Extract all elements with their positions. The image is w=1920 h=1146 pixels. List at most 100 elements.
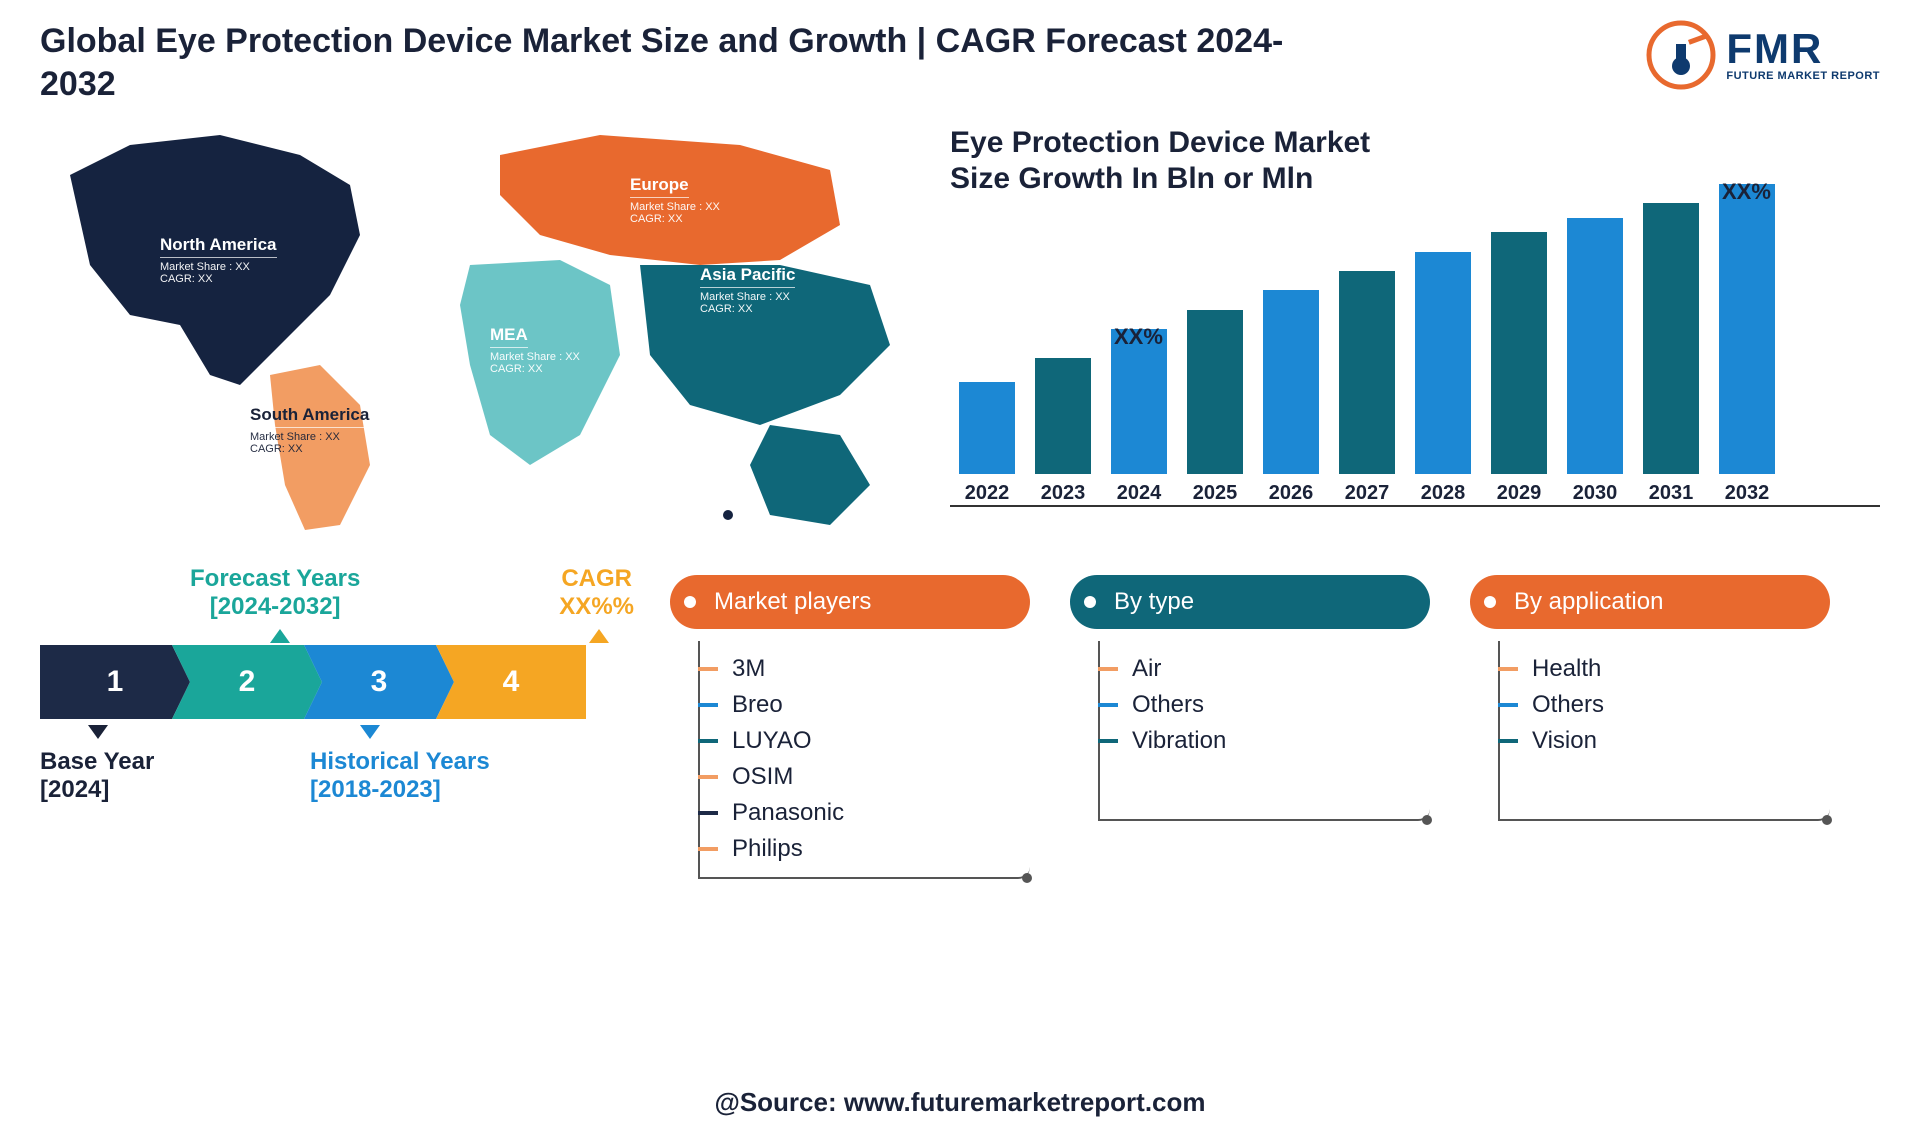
tick-icon [1098, 703, 1118, 707]
logo-subtitle: FUTURE MARKET REPORT [1726, 70, 1880, 82]
category-market-players: Market players 3M Breo LUYAOOSIMPanasonic Ph… [670, 575, 1030, 879]
region-share: Market Share : XX [160, 261, 277, 273]
item-label: Breo [732, 691, 783, 719]
bar-year-label: 2026 [1269, 482, 1314, 505]
bar-year-label: 2024 [1117, 482, 1162, 505]
hist-line1: Historical Years [310, 748, 490, 775]
header: Global Eye Protection Device Market Size… [40, 20, 1880, 105]
tick-icon [698, 847, 718, 851]
item-label: Philips [732, 835, 803, 863]
base-line1: Base Year [40, 748, 154, 775]
triangle-down-icon [360, 725, 380, 739]
category-by-application: By application Health Others Vision [1470, 575, 1830, 879]
list-item: 3M [698, 651, 1030, 687]
region-share: Market Share : XX [630, 201, 720, 213]
forecast-line1: Forecast Years [190, 565, 360, 592]
bar-2029: 2029 [1488, 232, 1550, 505]
logo: FMR FUTURE MARKET REPORT [1646, 20, 1880, 90]
region-name: Europe [630, 175, 689, 198]
category-title: By application [1514, 588, 1663, 616]
tick-icon [698, 703, 718, 707]
bar-year-label: 2028 [1421, 482, 1466, 505]
triangle-down-icon [88, 725, 108, 739]
world-map: North AmericaMarket Share : XXCAGR: XXSo… [40, 115, 920, 535]
list-item: Panasonic [698, 795, 1030, 831]
list-item: OSIM [698, 759, 1030, 795]
tick-icon [698, 739, 718, 743]
item-label: 3M [732, 655, 765, 683]
region-cagr: CAGR: XX [490, 363, 580, 375]
timeline-step-3: 3 [304, 645, 454, 719]
region-cagr: CAGR: XX [700, 303, 795, 315]
item-label: Vision [1532, 727, 1597, 755]
timeline-step-1: 1 [40, 645, 190, 719]
triangle-up-icon [270, 629, 290, 643]
category-pill: By type [1070, 575, 1430, 629]
bar-2031: 2031 [1640, 203, 1702, 505]
list-item: Vision [1498, 723, 1830, 759]
tick-icon [698, 811, 718, 815]
region-name: Asia Pacific [700, 265, 795, 288]
bar-rect [1111, 329, 1167, 474]
item-label: Others [1132, 691, 1204, 719]
list-item: Breo [698, 687, 1030, 723]
region-share: Market Share : XX [700, 291, 795, 303]
bar-rect [1263, 290, 1319, 474]
category-list: 3M Breo LUYAOOSIMPanasonic Philips [698, 641, 1030, 879]
bar-rect [1491, 232, 1547, 474]
bar-rect [1719, 184, 1775, 474]
tick-icon [698, 775, 718, 779]
base-year-label: Base Year [2024] [40, 748, 154, 804]
base-line2: [2024] [40, 776, 109, 803]
logo-icon [1646, 20, 1716, 90]
cagr-label: CAGR XX%% [559, 565, 634, 621]
bar-year-label: 2027 [1345, 482, 1390, 505]
bar-2026: 2026 [1260, 290, 1322, 505]
bar-rect [959, 382, 1015, 474]
item-label: Others [1532, 691, 1604, 719]
map-svg [40, 115, 920, 535]
bar-2028: 2028 [1412, 252, 1474, 505]
bar-year-label: 2032 [1725, 482, 1770, 505]
region-share: Market Share : XX [490, 351, 580, 363]
logo-text: FMR [1726, 28, 1880, 70]
timeline: Forecast Years [2024-2032] CAGR XX%% 123… [40, 575, 640, 719]
region-share: Market Share : XX [250, 431, 369, 443]
category-pill: Market players [670, 575, 1030, 629]
tick-icon [1498, 703, 1518, 707]
bar-2024: 2024 [1108, 329, 1170, 505]
bar-2023: 2023 [1032, 358, 1094, 505]
category-list: Health Others Vision [1498, 641, 1830, 821]
tick-icon [1098, 667, 1118, 671]
triangle-up-icon [589, 629, 609, 643]
category-title: Market players [714, 588, 871, 616]
item-label: Air [1132, 655, 1161, 683]
list-item: LUYAO [698, 723, 1030, 759]
tick-icon [1098, 739, 1118, 743]
list-item: Others [1098, 687, 1430, 723]
hist-line2: [2018-2023] [310, 776, 441, 803]
tick-icon [1498, 739, 1518, 743]
lower-section: Forecast Years [2024-2032] CAGR XX%% 123… [40, 575, 1880, 879]
forecast-line2: [2024-2032] [190, 593, 360, 621]
category-title: By type [1114, 588, 1194, 616]
timeline-step-4: 4 [436, 645, 586, 719]
region-label-mea: MEAMarket Share : XXCAGR: XX [490, 325, 580, 375]
tick-icon [1498, 667, 1518, 671]
bar-chart: Eye Protection Device Market Size Growth… [950, 115, 1880, 535]
category-pill: By application [1470, 575, 1830, 629]
dot-icon [1084, 596, 1096, 608]
timeline-step-2: 2 [172, 645, 322, 719]
item-label: Health [1532, 655, 1601, 683]
bar-2025: 2025 [1184, 310, 1246, 505]
historical-years-label: Historical Years [2018-2023] [310, 748, 490, 804]
region-name: South America [250, 405, 369, 428]
bar-rect [1339, 271, 1395, 474]
cagr-line1: CAGR [561, 565, 632, 592]
page-title: Global Eye Protection Device Market Size… [40, 20, 1320, 105]
percent-label: XX% [1722, 179, 1771, 205]
bar-year-label: 2029 [1497, 482, 1542, 505]
cagr-line2: XX%% [559, 593, 634, 620]
dot-icon [1484, 596, 1496, 608]
bar-2030: 2030 [1564, 218, 1626, 505]
